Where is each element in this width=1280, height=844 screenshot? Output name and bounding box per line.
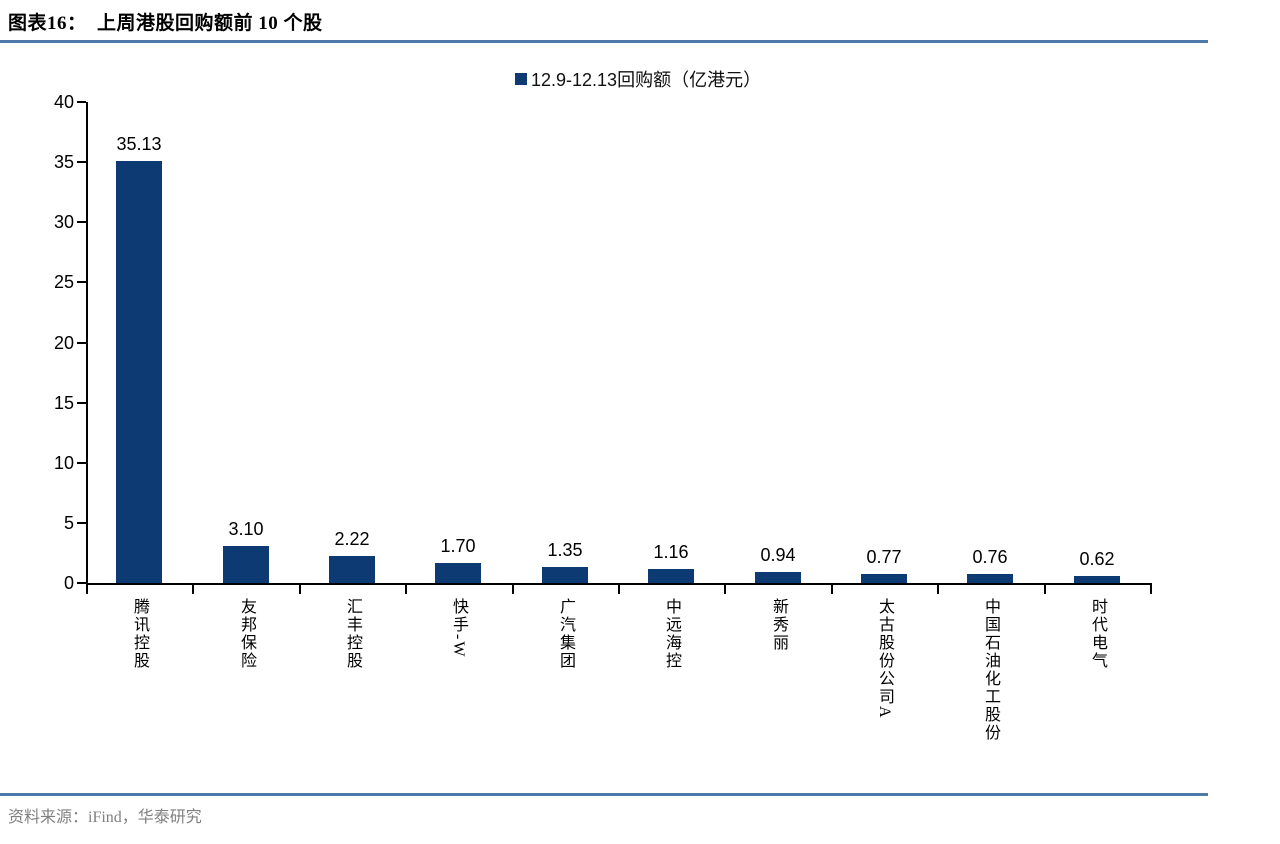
legend-label: 12.9-12.13回购额（亿港元） (531, 70, 762, 90)
bar-value-label: 1.16 (653, 542, 689, 562)
y-tick (77, 281, 86, 284)
y-tick (77, 341, 86, 344)
bar-value-label: 0.94 (760, 545, 796, 565)
bar (755, 572, 801, 583)
chart-title: 图表16： 上周港股回购额前 10 个股 (8, 13, 323, 34)
x-category-label: 时代电气 (1089, 598, 1106, 670)
bar (861, 574, 907, 583)
bar-value-label: 1.70 (440, 536, 476, 556)
x-tick (724, 583, 726, 594)
x-tick (1044, 583, 1046, 594)
y-tick-label: 15 (53, 392, 74, 413)
y-tick (77, 401, 86, 404)
y-tick-label: 25 (53, 272, 74, 293)
bar-value-label: 0.62 (1079, 549, 1115, 569)
legend: 12.9-12.13回购额（亿港元） (515, 68, 761, 90)
bar-value-label: 0.77 (866, 547, 902, 567)
x-tick (192, 583, 194, 594)
bar (329, 556, 375, 583)
bar (1074, 576, 1120, 583)
x-category-label: 友邦保险 (238, 598, 255, 670)
y-tick-label: 0 (63, 573, 74, 593)
y-tick-label: 5 (63, 512, 74, 533)
x-category-label: 腾讯控股 (131, 598, 148, 670)
y-tick (77, 461, 86, 464)
y-tick-label: 30 (53, 212, 74, 233)
bar (967, 574, 1013, 583)
y-tick (77, 221, 86, 224)
x-tick (512, 583, 514, 594)
x-category-label: 新秀丽 (770, 598, 787, 652)
bar-value-label: 1.35 (547, 540, 583, 560)
y-tick-label: 35 (53, 152, 74, 173)
bar-value-label: 0.76 (972, 547, 1008, 567)
y-tick-label: 20 (53, 332, 74, 353)
y-tick (77, 521, 86, 524)
y-tick-label: 10 (53, 452, 74, 473)
bar-value-label: 35.13 (116, 134, 162, 154)
x-category-label: 汇丰控股 (344, 598, 361, 670)
source-rule (0, 793, 1208, 796)
x-tick (299, 583, 301, 594)
y-tick (77, 582, 86, 584)
bar-value-label: 2.22 (334, 529, 370, 549)
bar (223, 546, 269, 583)
x-tick (618, 583, 620, 594)
x-category-label: 快手-W (450, 598, 467, 659)
bar (542, 567, 588, 583)
y-tick (77, 101, 86, 103)
bar-value-label: 3.10 (228, 519, 264, 539)
y-axis-line (86, 102, 88, 585)
source-text: 资料来源：iFind，华泰研究 (8, 809, 202, 826)
bar (435, 563, 481, 583)
x-category-label: 中国石油化工股份 (982, 598, 999, 742)
y-tick (77, 161, 86, 164)
bar (116, 161, 162, 583)
x-tick (86, 583, 88, 594)
x-tick (831, 583, 833, 594)
title-rule (0, 40, 1208, 43)
x-category-label: 广汽集团 (557, 598, 574, 670)
x-category-label: 中远海控 (663, 598, 680, 670)
y-tick-label: 40 (53, 92, 74, 112)
x-tick (405, 583, 407, 594)
bar (648, 569, 694, 583)
x-tick (937, 583, 939, 594)
x-category-label: 太古股份公司A (876, 598, 893, 720)
x-tick (1150, 583, 1152, 594)
legend-swatch-icon (515, 73, 527, 85)
